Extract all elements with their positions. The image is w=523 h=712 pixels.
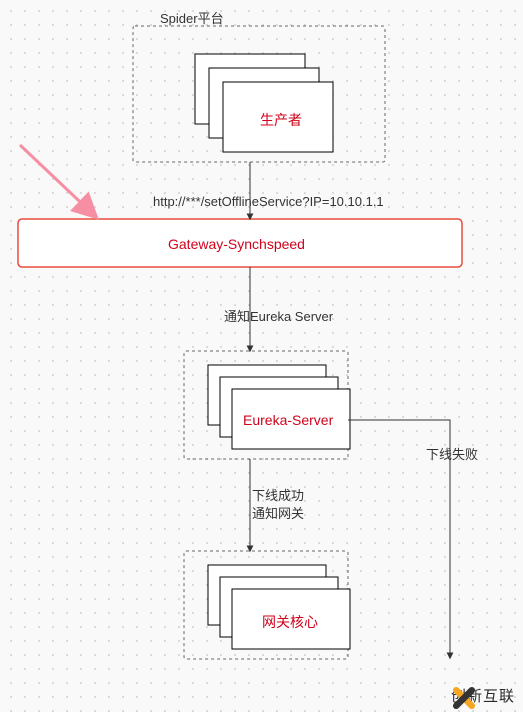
diagram-svg xyxy=(0,0,523,712)
edge2-label: 通知Eureka Server xyxy=(224,306,333,325)
spider-group-title: Spider平台 xyxy=(160,8,224,27)
edge4-label: 下线失败 xyxy=(426,444,478,463)
watermark-icon xyxy=(451,685,477,711)
eureka-label: Eureka-Server xyxy=(243,412,333,428)
producer-label: 生产者 xyxy=(260,110,302,130)
edge1-label: http://***/setOfflineService?IP=10.10.1.… xyxy=(153,194,384,209)
entry-arrow xyxy=(20,145,95,216)
watermark: 创新互联 xyxy=(451,685,515,706)
edge3-label: 下线成功 通知网关 xyxy=(252,487,304,522)
core-label: 网关核心 xyxy=(262,612,318,632)
gateway-synchspeed-label: Gateway-Synchspeed xyxy=(168,236,305,252)
